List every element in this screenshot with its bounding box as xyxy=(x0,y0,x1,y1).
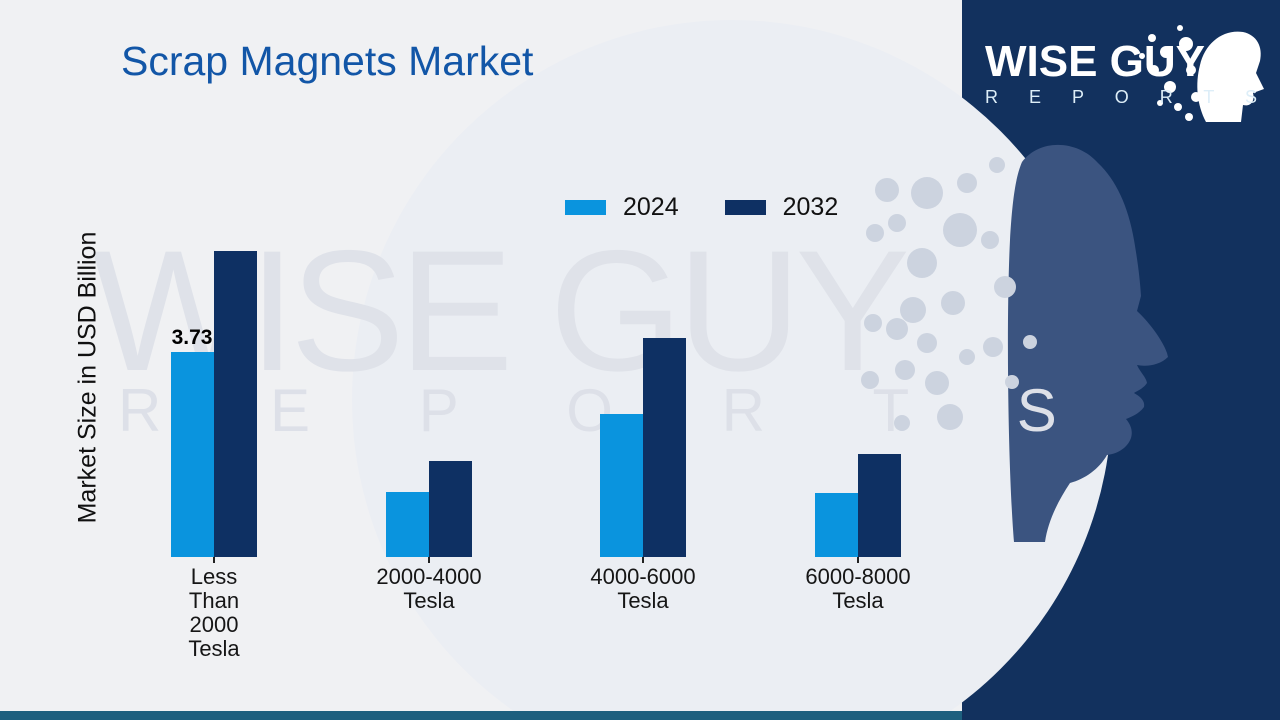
x-axis-tick xyxy=(857,557,859,563)
page-title: Scrap Magnets Market xyxy=(121,38,534,84)
y-axis-label: Market Size in USD Billion xyxy=(73,231,102,524)
bar-value-label: 3.73 xyxy=(171,326,213,349)
chart-legend: 2024 2032 xyxy=(565,193,838,222)
legend-label-2032: 2032 xyxy=(782,193,839,221)
legend-swatch-2032 xyxy=(724,200,766,215)
legend-swatch-2024 xyxy=(565,200,606,215)
bar-2032-group1 xyxy=(214,251,257,557)
brand-logo-subtitle: R E P O R T S xyxy=(985,87,1271,107)
brand-logo: WISE GUY R E P O R T S xyxy=(985,38,1270,108)
face-profile-silhouette-icon xyxy=(1007,144,1168,543)
category-label-group4: 6000-8000 Tesla xyxy=(805,564,911,613)
legend-item-2024: 2024 xyxy=(565,193,679,222)
x-axis-tick xyxy=(428,557,430,563)
category-label-group1: Less Than 2000 Tesla xyxy=(188,564,240,661)
bar-2032-group4 xyxy=(858,454,901,557)
category-label-group2: 2000-4000 Tesla xyxy=(376,564,482,613)
x-axis-tick xyxy=(213,557,215,563)
bar-2024-group2 xyxy=(386,492,429,557)
bar-2024-group1 xyxy=(171,352,214,557)
legend-label-2024: 2024 xyxy=(623,193,679,221)
category-label-group3: 4000-6000 Tesla xyxy=(590,564,696,613)
brand-logo-name: WISE GUY xyxy=(985,37,1206,86)
bar-2032-group3 xyxy=(643,338,686,557)
bar-2032-group2 xyxy=(429,461,472,557)
logo-head-icon xyxy=(1139,25,1264,123)
dissolve-dots xyxy=(861,157,1037,431)
legend-item-2032: 2032 xyxy=(724,193,839,222)
bar-2024-group3 xyxy=(600,414,643,557)
teal-strip xyxy=(0,711,962,720)
bar-2024-group4 xyxy=(815,493,858,557)
x-axis-tick xyxy=(642,557,644,563)
